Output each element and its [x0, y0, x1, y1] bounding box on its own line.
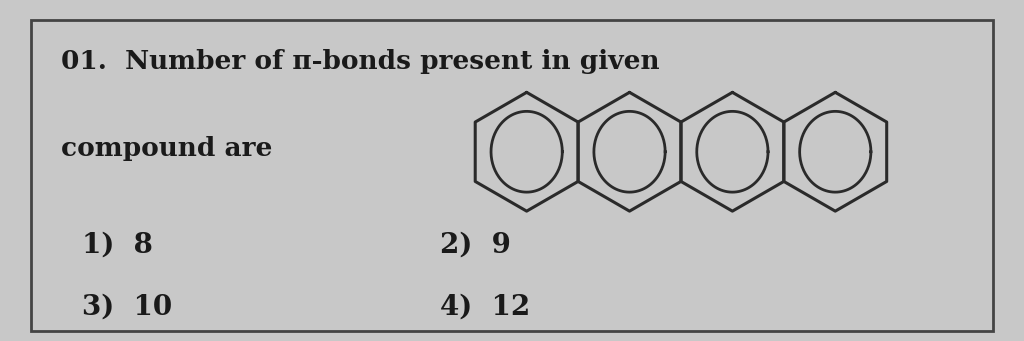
Text: 01.  Number of π-bonds present in given: 01. Number of π-bonds present in given — [61, 49, 660, 74]
Text: compound are: compound are — [61, 136, 272, 161]
Text: 2)  9: 2) 9 — [440, 232, 511, 259]
Text: 4)  12: 4) 12 — [440, 293, 530, 321]
Text: 1)  8: 1) 8 — [82, 232, 153, 259]
Text: 3)  10: 3) 10 — [82, 293, 172, 321]
